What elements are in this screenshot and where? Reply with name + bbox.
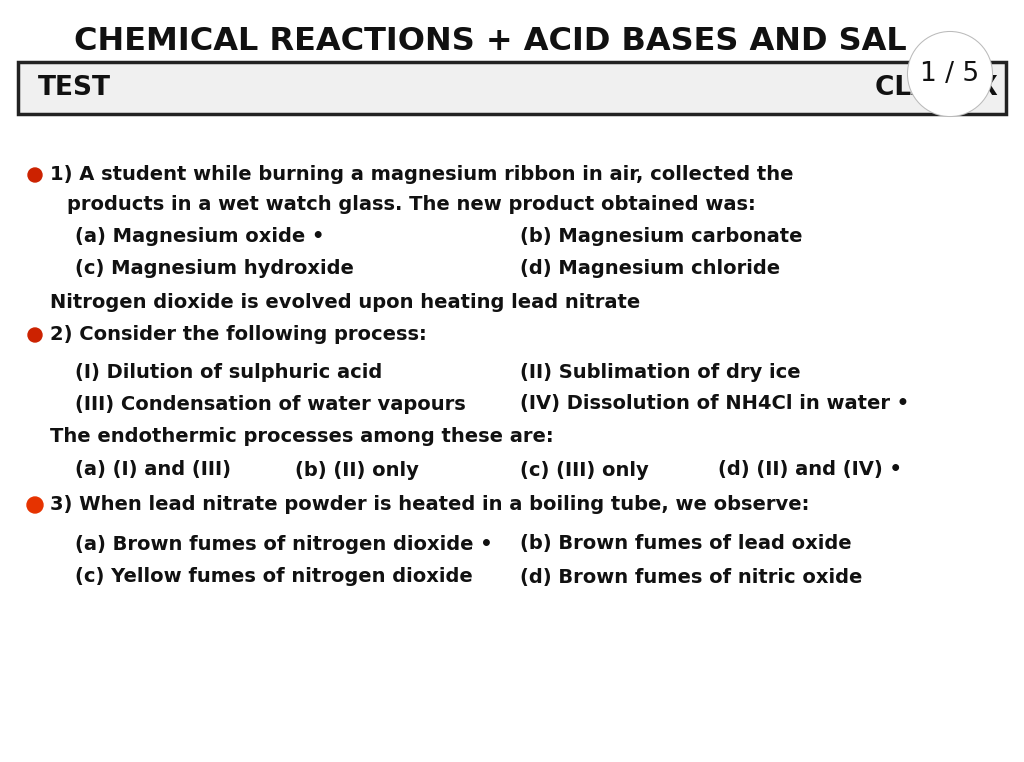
Text: (c) Yellow fumes of nitrogen dioxide: (c) Yellow fumes of nitrogen dioxide [75, 568, 473, 587]
Text: (IV) Dissolution of NH4Cl in water •: (IV) Dissolution of NH4Cl in water • [520, 395, 909, 414]
Text: 1) A student while burning a magnesium ribbon in air, collected the: 1) A student while burning a magnesium r… [50, 165, 794, 184]
Text: 1 / 5: 1 / 5 [921, 61, 980, 87]
Text: (a) Magnesium oxide •: (a) Magnesium oxide • [75, 228, 325, 246]
Circle shape [28, 168, 42, 182]
Text: (a) Brown fumes of nitrogen dioxide •: (a) Brown fumes of nitrogen dioxide • [75, 534, 493, 553]
Text: (b) (II) only: (b) (II) only [295, 460, 419, 479]
Text: (I) Dilution of sulphuric acid: (I) Dilution of sulphuric acid [75, 363, 382, 382]
Text: (III) Condensation of water vapours: (III) Condensation of water vapours [75, 395, 466, 414]
Circle shape [908, 32, 992, 116]
Circle shape [28, 328, 42, 342]
Text: Nitrogen dioxide is evolved upon heating lead nitrate: Nitrogen dioxide is evolved upon heating… [50, 293, 640, 312]
Text: (d) Magnesium chloride: (d) Magnesium chloride [520, 260, 780, 278]
Text: CLASS X: CLASS X [876, 75, 998, 101]
Text: TEST: TEST [38, 75, 111, 101]
Text: 2) Consider the following process:: 2) Consider the following process: [50, 325, 427, 344]
Text: The endothermic processes among these are:: The endothermic processes among these ar… [50, 427, 554, 447]
Text: (d) Brown fumes of nitric oxide: (d) Brown fumes of nitric oxide [520, 568, 862, 587]
Circle shape [27, 497, 43, 513]
FancyBboxPatch shape [18, 62, 1006, 114]
Text: products in a wet watch glass. The new product obtained was:: products in a wet watch glass. The new p… [67, 194, 756, 213]
Text: (II) Sublimation of dry ice: (II) Sublimation of dry ice [520, 363, 801, 382]
Text: (c) Magnesium hydroxide: (c) Magnesium hydroxide [75, 260, 354, 278]
Text: (c) (III) only: (c) (III) only [520, 460, 649, 479]
Text: 3) When lead nitrate powder is heated in a boiling tube, we observe:: 3) When lead nitrate powder is heated in… [50, 495, 809, 514]
Text: (d) (II) and (IV) •: (d) (II) and (IV) • [718, 460, 902, 479]
Text: (b) Magnesium carbonate: (b) Magnesium carbonate [520, 228, 803, 246]
Text: (b) Brown fumes of lead oxide: (b) Brown fumes of lead oxide [520, 534, 852, 553]
Text: (a) (I) and (III): (a) (I) and (III) [75, 460, 231, 479]
Text: CHEMICAL REACTIONS + ACID BASES AND SAL: CHEMICAL REACTIONS + ACID BASES AND SAL [74, 27, 906, 57]
